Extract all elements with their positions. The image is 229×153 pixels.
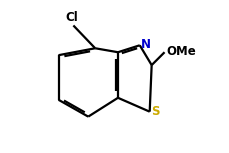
Text: S: S <box>152 105 160 118</box>
Text: OMe: OMe <box>166 45 196 58</box>
Text: Cl: Cl <box>66 11 79 24</box>
Text: N: N <box>141 38 151 51</box>
